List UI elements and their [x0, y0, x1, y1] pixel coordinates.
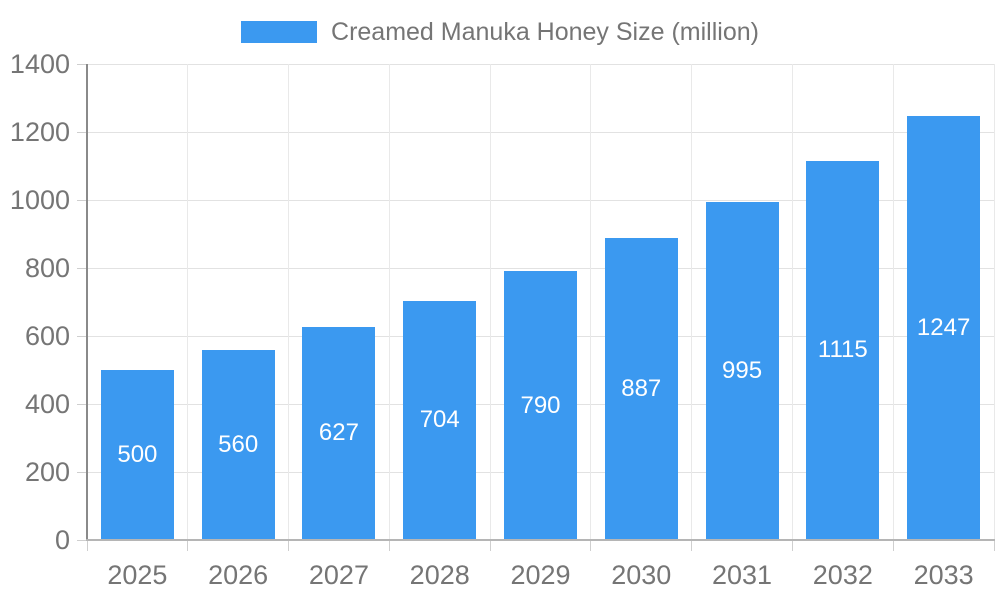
bar-2025[interactable] — [100, 370, 174, 540]
y-axis-tick-label: 1200 — [9, 117, 70, 147]
bar-value-label: 995 — [722, 356, 763, 384]
gridline-vertical — [388, 64, 390, 540]
x-axis-tick — [489, 541, 491, 551]
bar-value-label: 560 — [218, 430, 259, 458]
bar-2031[interactable] — [705, 201, 779, 540]
gridline-vertical — [590, 64, 592, 540]
gridline-vertical — [791, 64, 793, 540]
x-axis-tick — [791, 541, 793, 551]
y-axis-tick — [77, 267, 87, 269]
legend-label: Creamed Manuka Honey Size (million) — [331, 18, 759, 46]
x-axis-tick-label: 2028 — [409, 560, 470, 590]
gridline-vertical — [489, 64, 491, 540]
x-axis-tick — [388, 541, 390, 551]
legend-swatch-icon — [241, 21, 318, 43]
x-axis-tick-label: 2032 — [812, 560, 873, 590]
y-axis-tick — [77, 335, 87, 337]
x-axis-line — [86, 539, 995, 541]
bar-2032[interactable] — [806, 160, 880, 540]
gridline-vertical — [892, 64, 894, 540]
y-axis-tick-label: 1000 — [9, 185, 70, 215]
bar-2027[interactable] — [302, 326, 376, 540]
bar-value-label: 887 — [621, 375, 662, 403]
x-axis-tick — [691, 541, 693, 551]
y-axis-line — [86, 64, 88, 541]
y-axis-tick — [77, 539, 87, 541]
bar-2028[interactable] — [403, 300, 477, 540]
bar-value-label: 790 — [520, 391, 561, 419]
x-axis-tick-label: 2026 — [208, 560, 269, 590]
y-axis-tick — [77, 199, 87, 201]
y-axis-tick-label: 800 — [24, 253, 70, 283]
y-axis-tick-label: 200 — [24, 457, 70, 487]
bar-value-label: 704 — [419, 406, 460, 434]
x-axis-tick — [993, 541, 995, 551]
gridline-horizontal — [87, 267, 994, 269]
bar-2033[interactable] — [907, 116, 981, 540]
gridline-vertical — [187, 64, 189, 540]
x-axis-tick-label: 2030 — [611, 560, 672, 590]
y-axis-tick-label: 400 — [24, 389, 70, 419]
bar-2030[interactable] — [604, 238, 678, 540]
y-axis-tick-label: 0 — [54, 525, 70, 555]
x-axis-tick — [288, 541, 290, 551]
bar-value-label: 500 — [117, 441, 158, 468]
bar-2029[interactable] — [504, 271, 577, 540]
gridline-horizontal — [87, 199, 994, 201]
x-axis-tick — [86, 541, 88, 551]
x-axis-tick — [892, 541, 894, 551]
bar-value-label: 627 — [318, 419, 359, 447]
gridline-horizontal — [87, 63, 994, 65]
y-axis-tick — [77, 131, 87, 133]
x-axis-tick — [590, 541, 592, 551]
gridline-vertical — [691, 64, 693, 540]
bar-value-label: 1115 — [817, 336, 868, 364]
gridline-horizontal — [87, 131, 994, 133]
x-axis-tick-label: 2031 — [712, 560, 773, 590]
x-axis-tick — [187, 541, 189, 551]
gridline-vertical — [993, 64, 995, 540]
bar-2026[interactable] — [201, 349, 275, 540]
y-axis-tick-label: 1400 — [9, 49, 70, 79]
y-axis-tick — [77, 63, 87, 65]
x-axis-tick-label: 2027 — [308, 560, 369, 590]
legend[interactable]: Creamed Manuka Honey Size (million) — [0, 14, 1000, 50]
gridline-vertical — [288, 64, 290, 540]
y-axis-tick — [77, 403, 87, 405]
x-axis-tick-label: 2025 — [107, 560, 168, 590]
x-axis-tick-label: 2033 — [913, 560, 974, 590]
bar-value-label: 1247 — [916, 314, 971, 341]
y-axis-tick — [77, 471, 87, 473]
y-axis-tick-label: 600 — [24, 321, 70, 351]
x-axis-tick-label: 2029 — [510, 560, 571, 590]
